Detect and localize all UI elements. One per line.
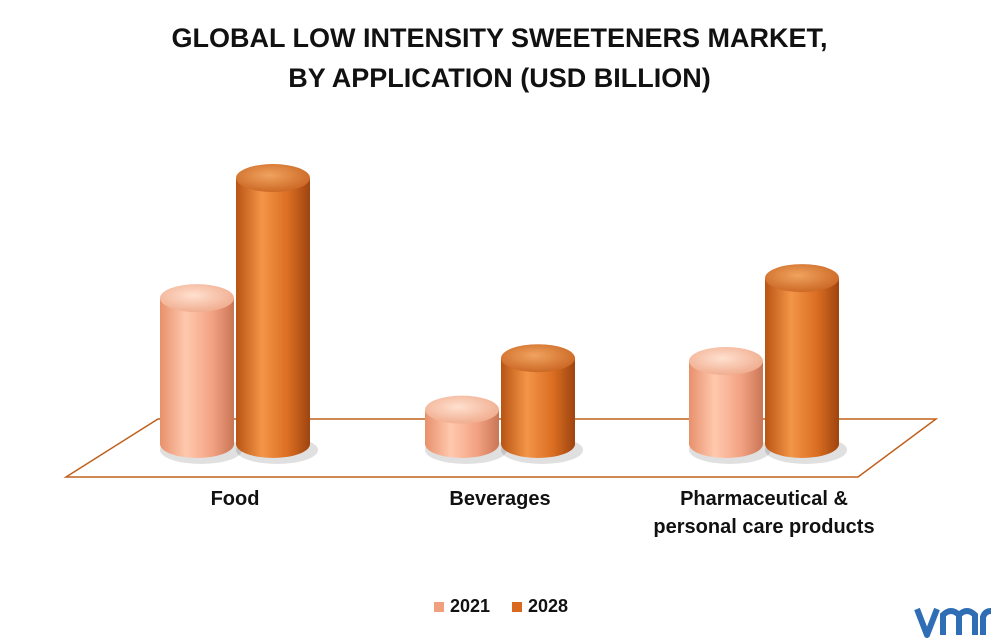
x-tick-label-2: Pharmaceutical & personal care products [653,488,874,538]
chart-floor [63,418,939,478]
bar-2021-0 [160,284,242,464]
bar-2021-1 [425,395,507,464]
legend-label-2028: 2028 [528,596,568,616]
vmr-logo [914,607,992,638]
bar-2028-2 [765,264,847,464]
legend-item-2028: 2028 [512,596,568,616]
bar-2021-2 [689,347,771,464]
chart-title-line-1: GLOBAL LOW INTENSITY SWEETENERS MARKET, [171,23,828,53]
legend-item-2021: 2021 [434,596,490,616]
legend-swatch-2021 [434,602,444,612]
legend-swatch-2028 [512,602,522,612]
bar-2028-1 [501,344,583,464]
chart-legend: 2021 2028 [434,596,568,616]
x-tick-label-0: Food [211,488,260,510]
x-tick-label-1: Beverages [449,488,550,510]
bar-2028-0 [236,164,318,464]
chart-title-line-2: BY APPLICATION (USD BILLION) [288,63,711,93]
chart-title: GLOBAL LOW INTENSITY SWEETENERS MARKET, … [0,18,999,98]
legend-label-2021: 2021 [450,596,490,616]
